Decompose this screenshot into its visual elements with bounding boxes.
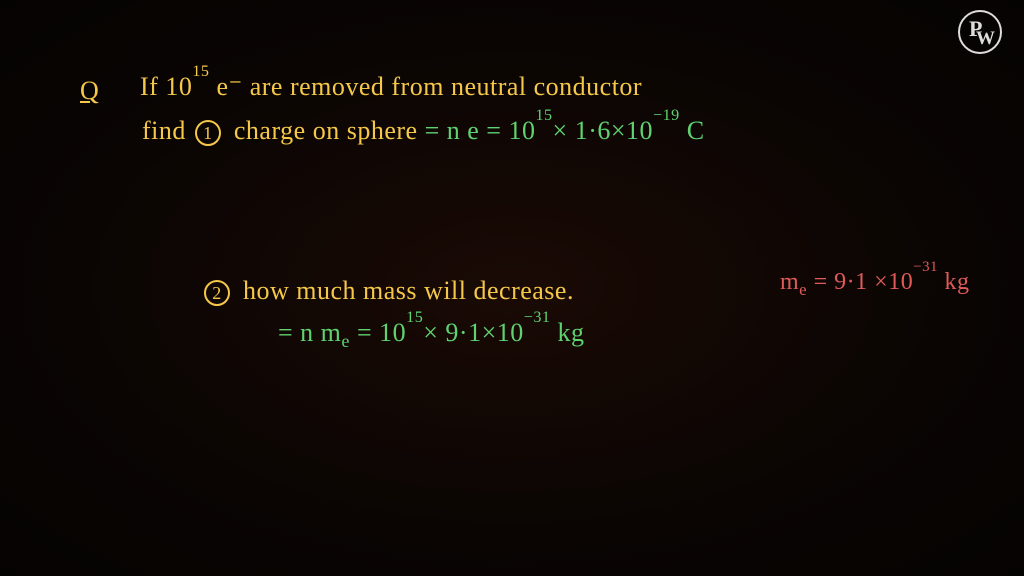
l4-eq2: =: [350, 318, 379, 347]
l4-base1: 10: [379, 318, 406, 347]
me-exp: −31: [913, 259, 938, 275]
me-unit: kg: [938, 269, 970, 295]
circled-2-icon: 2: [204, 280, 230, 306]
l3-text: how much mass will decrease.: [236, 276, 574, 305]
line-2: find 1 charge on sphere = n e = 1015× 1·…: [142, 116, 705, 146]
me-sub: e: [799, 280, 807, 299]
l4-times: × 9·1×10: [423, 318, 523, 347]
l2-eq1: = n e =: [425, 116, 509, 145]
line-4: = n me = 1015× 9·1×10−31 kg: [278, 318, 584, 352]
me-annotation: me = 9·1 ×10−31 kg: [780, 268, 969, 300]
l4-exp2: −31: [524, 309, 551, 326]
l2-find: find: [142, 116, 193, 145]
l2-unit: C: [680, 116, 705, 145]
l2-base1: 10: [508, 116, 535, 145]
pw-logo: P W: [958, 10, 1002, 54]
me-eq: = 9·1 ×10: [807, 269, 913, 295]
l4-exp1: 15: [406, 309, 423, 326]
line-1: If 1015 e⁻ are removed from neutral cond…: [140, 72, 642, 102]
l1-exp: 15: [192, 63, 209, 80]
question-marker: Q: [80, 76, 99, 106]
l4-sub-e: e: [341, 331, 350, 351]
l1-mid: e⁻ are removed from neutral conductor: [209, 72, 642, 101]
logo-letter-w: W: [976, 28, 995, 50]
line-3: 2 how much mass will decrease.: [202, 276, 574, 306]
l4-unit: kg: [550, 318, 584, 347]
l2-exp1: 15: [535, 107, 552, 124]
l2-label: charge on sphere: [227, 116, 425, 145]
l2-times: × 1·6×10: [553, 116, 653, 145]
l2-exp2: −19: [653, 107, 680, 124]
l4-eq: = n m: [278, 318, 341, 347]
l1-prefix: If 10: [140, 72, 192, 101]
circled-1-icon: 1: [195, 120, 221, 146]
me-lhs: m: [780, 269, 799, 295]
